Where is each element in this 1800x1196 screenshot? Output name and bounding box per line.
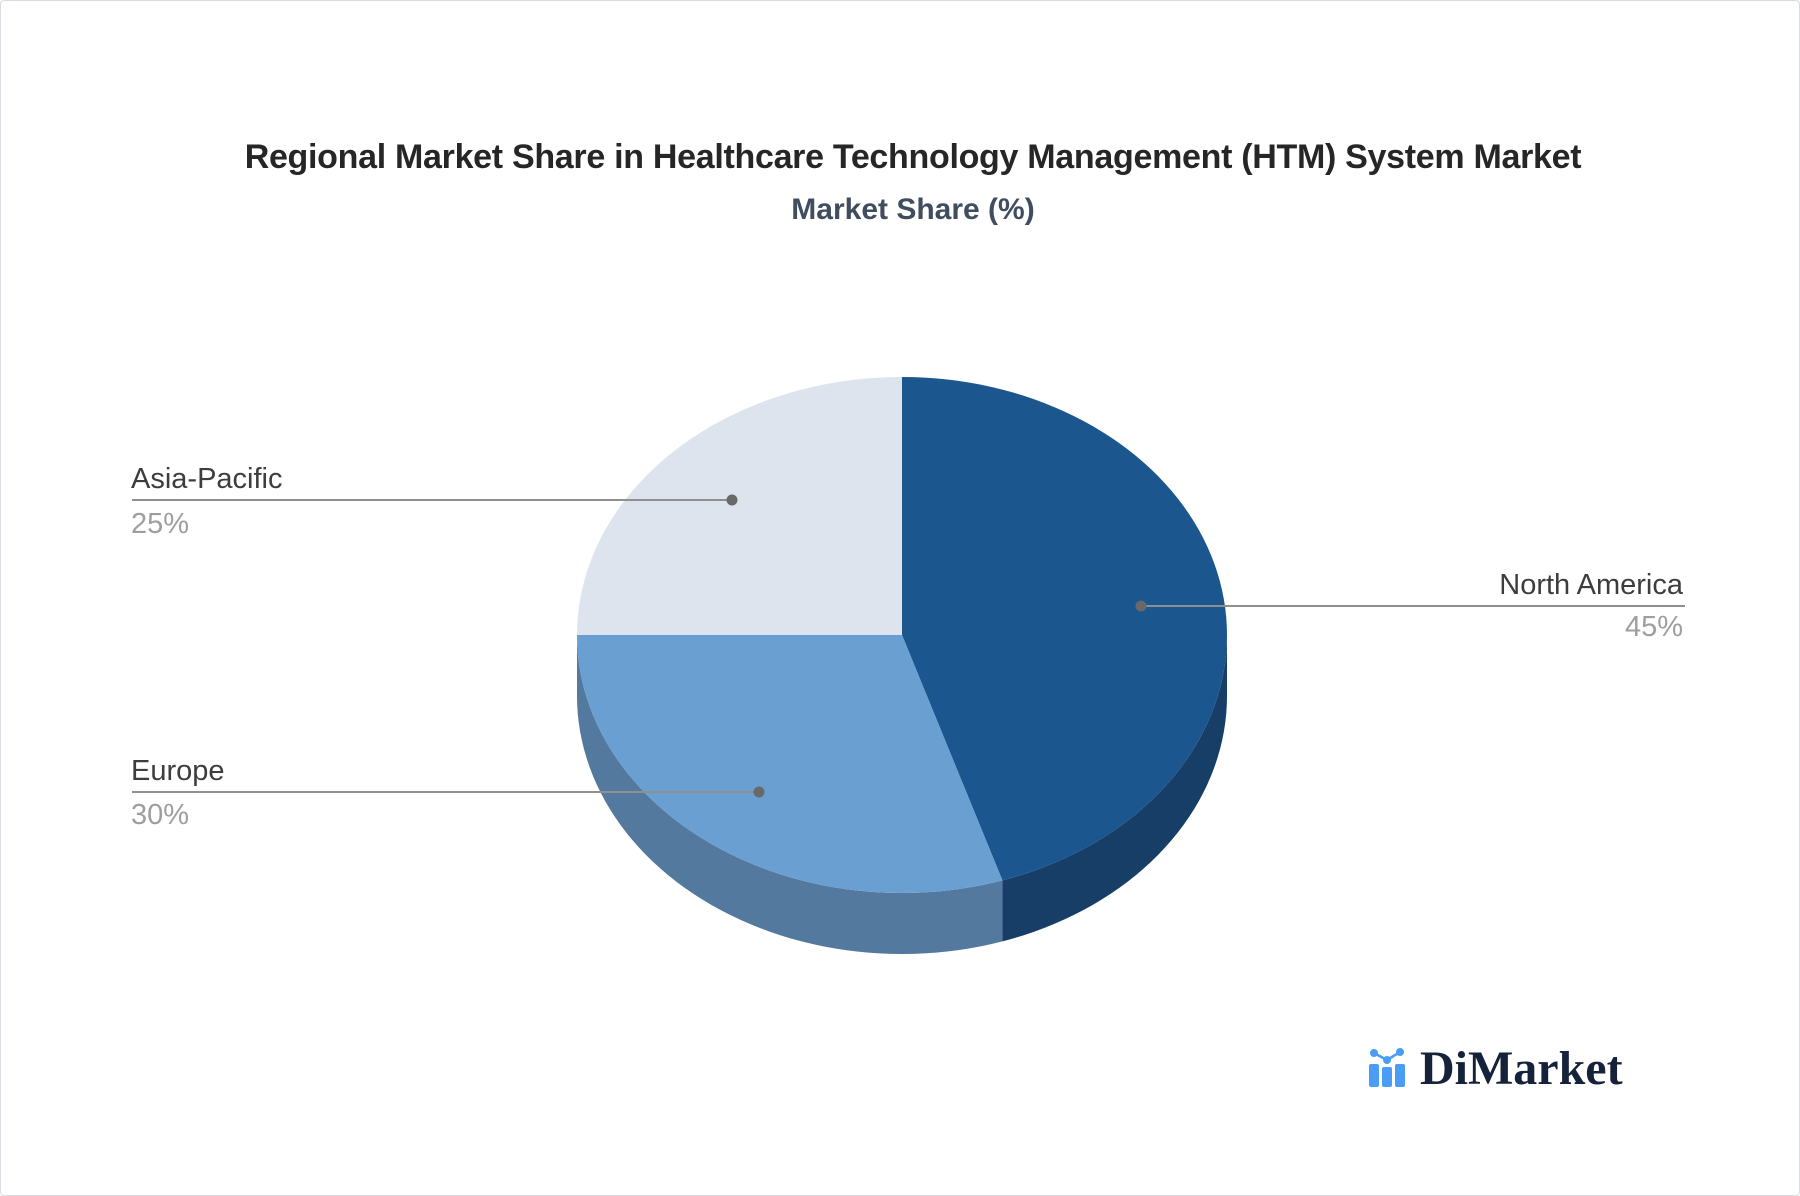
callout-value-north-america: 45%: [1625, 611, 1683, 643]
chart-subtitle: Market Share (%): [791, 193, 1035, 226]
brand-name: DiMarket: [1420, 1042, 1623, 1095]
callout-label-asia-pacific: Asia-Pacific: [131, 463, 283, 495]
bar-line-chart-icon: [1369, 1048, 1405, 1087]
slice-value: 45%: [1624, 611, 1683, 643]
slice-value: 30%: [131, 799, 190, 831]
slice-value: 25%: [131, 508, 190, 540]
callout-label-north-america: North America: [1499, 569, 1683, 601]
slice-label: Europe: [131, 755, 225, 787]
callout-value-asia-pacific: 25%: [131, 508, 189, 540]
brand-logo: DiMarket: [1367, 1041, 1623, 1097]
slice-label: North America: [1499, 569, 1683, 601]
callout-value-europe: 30%: [131, 799, 189, 831]
chart-title: Regional Market Share in Healthcare Tech…: [244, 138, 1582, 176]
slice-label: Asia-Pacific: [131, 463, 283, 495]
callout-label-europe: Europe: [131, 755, 225, 787]
